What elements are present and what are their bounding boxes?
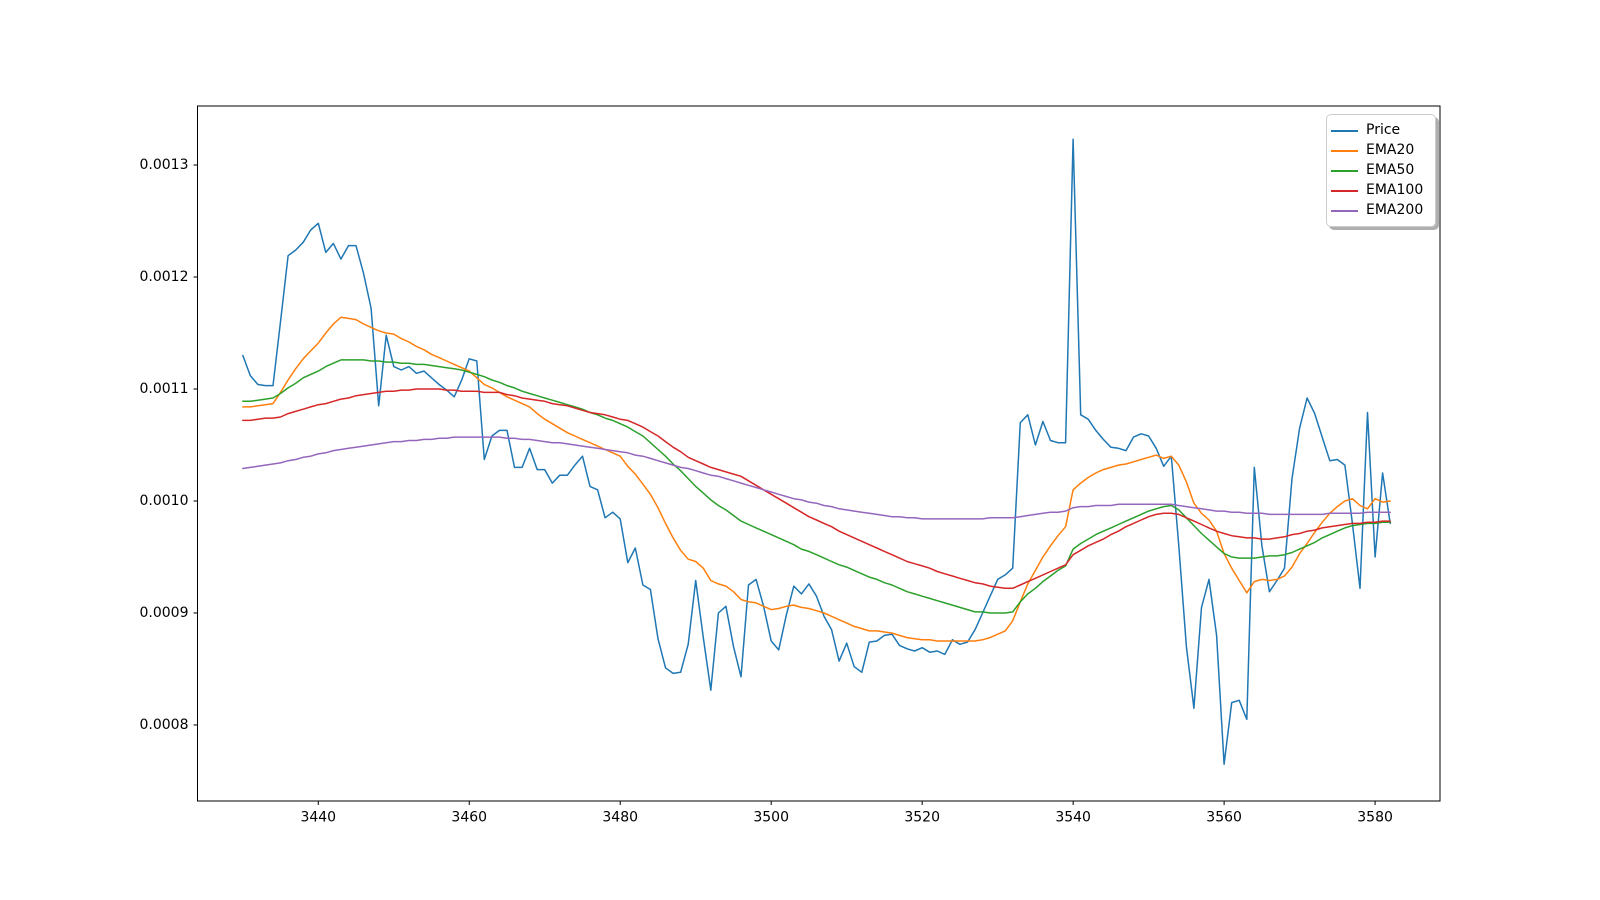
x-tick-label: 3480 [602,810,638,826]
y-tick-label: 0.0012 [140,269,189,285]
y-tick-label: 0.0010 [140,493,189,509]
legend-item-ema100: EMA100 [1331,182,1427,199]
x-tick-label: 3540 [1055,810,1091,826]
x-tick-label: 3460 [451,810,487,826]
series-line-ema20 [242,316,1391,642]
x-tick-label: 3440 [300,810,336,826]
series-line-ema200 [242,436,1391,520]
legend-label: EMA20 [1366,142,1415,158]
y-tick-label: 0.0011 [140,381,189,397]
x-tick-label: 3500 [753,810,789,826]
legend-item-price: Price [1331,122,1427,139]
legend-label: EMA100 [1366,182,1424,198]
x-tick-label: 3580 [1357,810,1393,826]
legend-item-ema200: EMA200 [1331,202,1427,219]
legend-line-swatch [1331,149,1358,152]
legend-line-swatch [1331,169,1358,172]
series-line-price [242,138,1391,765]
x-tick-label: 3520 [904,810,940,826]
legend: Price EMA20 EMA50 EMA100 EMA200 [1326,114,1436,227]
legend-item-ema20: EMA20 [1331,142,1427,159]
legend-line-swatch [1331,209,1358,212]
legend-label: EMA200 [1366,202,1424,218]
y-tick-label: 0.0009 [140,605,189,621]
legend-item-ema50: EMA50 [1331,162,1427,179]
y-tick-label: 0.0008 [140,717,189,733]
axes-frame [197,105,1441,802]
series-line-ema100 [242,388,1391,590]
x-tick-label: 3560 [1206,810,1242,826]
legend-label: Price [1366,122,1401,138]
series-line-ema50 [242,359,1391,614]
legend-line-swatch [1331,129,1358,132]
y-tick-label: 0.0013 [140,157,189,173]
legend-label: EMA50 [1366,162,1415,178]
legend-line-swatch [1331,189,1358,192]
